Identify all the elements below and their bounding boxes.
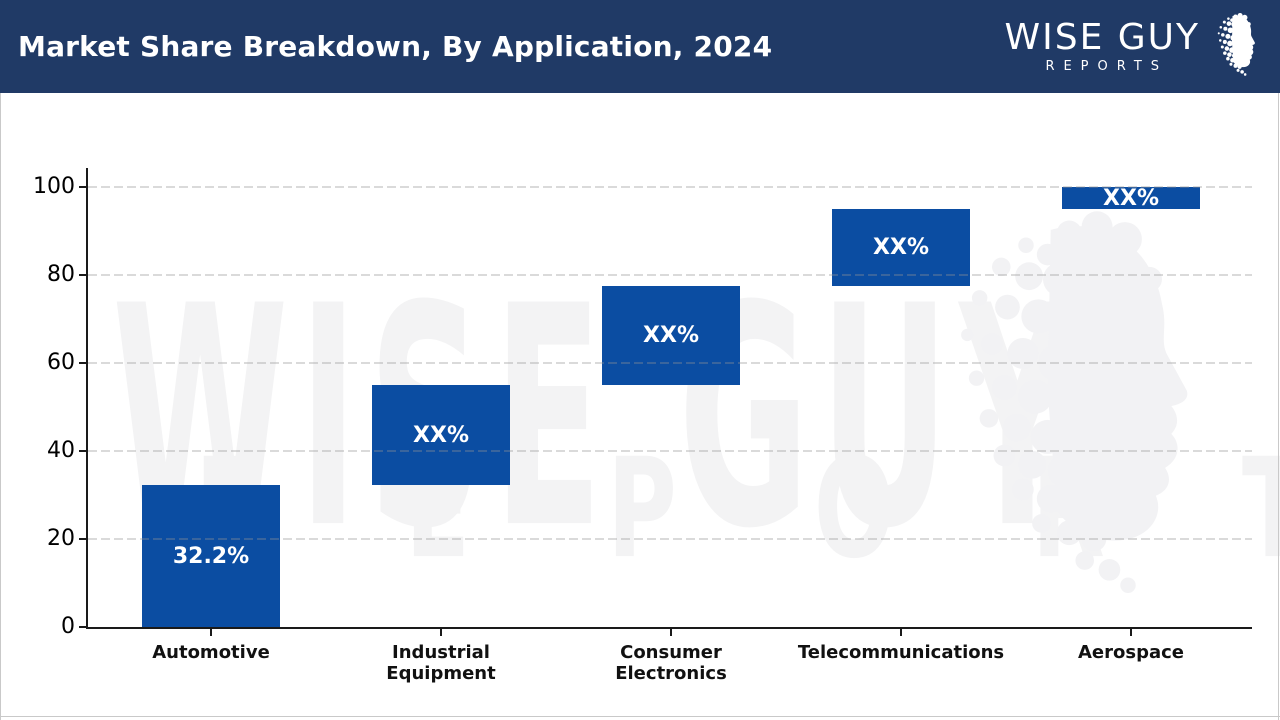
y-axis-spine: [86, 168, 88, 629]
logo-wordmark: WISE GUY: [1004, 16, 1200, 58]
y-tick-0: [79, 626, 86, 628]
bar-value-label: XX%: [1103, 185, 1159, 211]
bar-value-label: XX%: [413, 422, 469, 448]
x-category-label-industrial-equipment: Industrial Equipment: [386, 642, 496, 684]
logo-text: WISE GUY REPORTS: [1004, 16, 1201, 75]
x-category-label-consumer-electronics: Consumer Electronics: [615, 642, 727, 684]
y-tick-label-0: 0: [61, 614, 75, 639]
frame-left-border: [0, 93, 1, 720]
gridline-60: [88, 362, 1252, 364]
gridline-80: [88, 274, 1252, 276]
x-axis-spine: [86, 627, 1252, 629]
wise-guy-reports-logo: WISE GUY REPORTS: [1005, 0, 1263, 93]
bar-value-label: XX%: [873, 235, 929, 260]
y-tick-label-40: 40: [47, 438, 75, 463]
header-bar: Market Share Breakdown, By Application, …: [0, 0, 1280, 93]
x-tick-industrial-equipment: [440, 629, 442, 636]
y-tick-80: [79, 274, 86, 276]
y-tick-label-20: 20: [47, 526, 75, 551]
y-tick-label-100: 100: [33, 174, 75, 199]
bar-telecommunications: XX%: [832, 209, 970, 286]
page-title: Market Share Breakdown, By Application, …: [18, 30, 773, 63]
frame-right-border: [1278, 93, 1279, 720]
bar-automotive: 32.2%: [142, 485, 280, 627]
y-tick-100: [79, 186, 86, 188]
y-tick-20: [79, 538, 86, 540]
bar-consumer-electronics: XX%: [602, 286, 740, 385]
y-tick-label-60: 60: [47, 350, 75, 375]
dotted-head-profile-icon: [1217, 12, 1255, 76]
bar-industrial-equipment: XX%: [372, 385, 510, 486]
x-category-label-telecommunications: Telecommunications: [797, 642, 1005, 663]
bar-value-label: XX%: [643, 323, 699, 348]
x-category-label-aerospace: Aerospace: [1077, 642, 1184, 663]
x-tick-aerospace: [1130, 629, 1132, 636]
gridline-100: [88, 186, 1252, 188]
x-category-label-automotive: Automotive: [152, 642, 270, 663]
x-tick-telecommunications: [900, 629, 902, 636]
gridline-20: [88, 538, 1252, 540]
frame-bottom-border: [0, 716, 1280, 717]
bar-value-label: 32.2%: [172, 543, 250, 569]
y-tick-label-80: 80: [47, 262, 75, 287]
x-tick-consumer-electronics: [670, 629, 672, 636]
logo-subtext: REPORTS: [1045, 58, 1169, 74]
bar-aerospace: XX%: [1062, 185, 1200, 211]
y-tick-60: [79, 362, 86, 364]
x-tick-automotive: [210, 629, 212, 636]
gridline-40: [88, 450, 1252, 452]
y-tick-40: [79, 450, 86, 452]
